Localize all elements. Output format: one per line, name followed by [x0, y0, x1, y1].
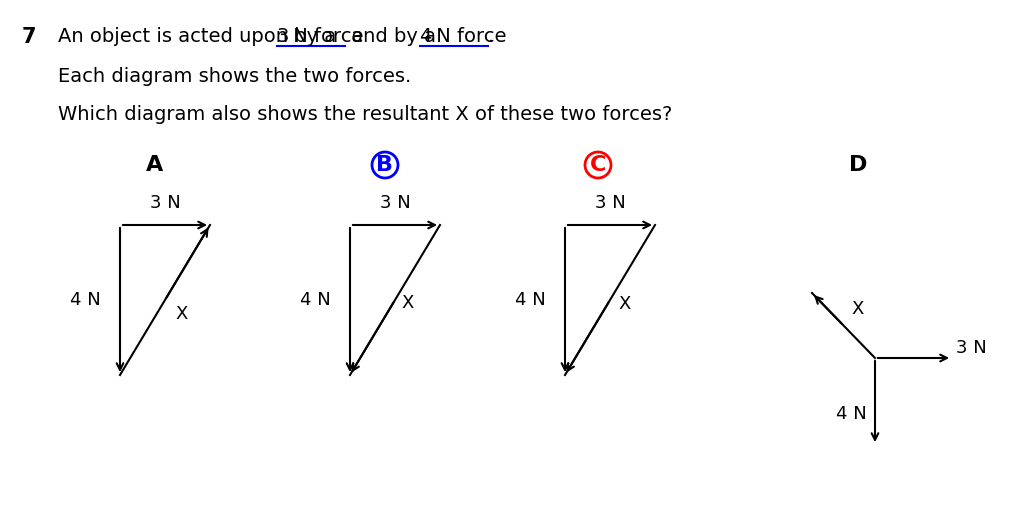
- Text: 4 N force: 4 N force: [421, 28, 507, 46]
- Text: 4 N: 4 N: [70, 291, 100, 309]
- Text: X: X: [852, 300, 864, 317]
- Text: .: .: [488, 28, 495, 46]
- Text: X: X: [175, 305, 187, 323]
- Text: 3 N: 3 N: [150, 194, 180, 212]
- Text: 3 N: 3 N: [956, 339, 987, 357]
- Text: A: A: [146, 155, 164, 175]
- Text: 4 N: 4 N: [837, 405, 867, 423]
- Text: 3 N force: 3 N force: [276, 28, 364, 46]
- Text: 4 N: 4 N: [515, 291, 546, 309]
- Text: X: X: [401, 294, 414, 312]
- Text: X: X: [618, 295, 631, 313]
- Text: 3 N: 3 N: [380, 194, 411, 212]
- Text: 3 N: 3 N: [595, 194, 626, 212]
- Text: Each diagram shows the two forces.: Each diagram shows the two forces.: [58, 68, 412, 86]
- Text: Which diagram also shows the resultant X of these two forces?: Which diagram also shows the resultant X…: [58, 105, 673, 125]
- Text: 7: 7: [22, 27, 37, 47]
- Text: C: C: [590, 155, 606, 175]
- Text: and by a: and by a: [345, 28, 442, 46]
- Text: 4 N: 4 N: [300, 291, 331, 309]
- Text: D: D: [849, 155, 867, 175]
- Text: An object is acted upon by a: An object is acted upon by a: [58, 28, 342, 46]
- Text: B: B: [377, 155, 393, 175]
